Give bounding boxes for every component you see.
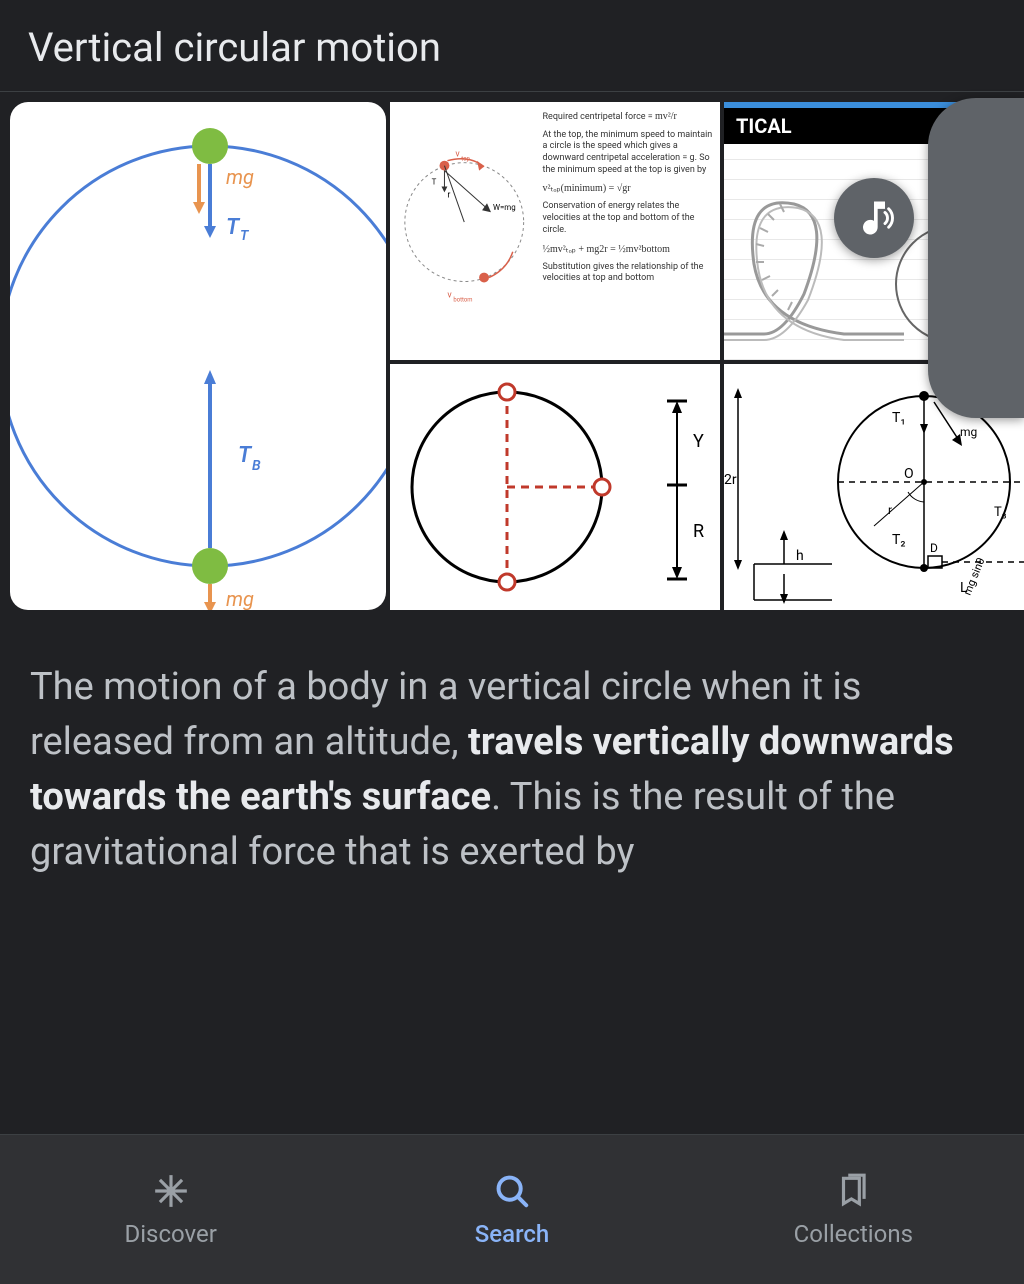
svg-text:T₃: T₃ [994,505,1007,520]
audio-search-button[interactable] [834,178,914,258]
svg-text:r: r [447,190,450,200]
svg-text:O: O [904,466,914,482]
label: TICAL [736,114,792,138]
svg-text:h: h [796,548,804,564]
nav-label: Search [475,1220,549,1248]
nav-collections[interactable]: Collections [683,1135,1024,1284]
equation: v²ₜₒₚ(minimum) = √gr [543,182,717,195]
svg-text:T: T [432,177,437,186]
sparkle-icon [152,1172,190,1210]
svg-text:v: v [447,290,452,300]
image-result[interactable]: Y R [390,364,720,610]
image-result[interactable]: mg T T T B mg [10,102,386,610]
svg-text:mg: mg [226,587,254,610]
text: Substitution gives the relationship of t… [543,262,717,285]
svg-text:2r: 2r [724,472,737,488]
image-results-grid: mg T T T B mg [0,92,1024,620]
bottom-nav: Discover Search Collections [0,1134,1024,1284]
text: At the top, the minimum speed to maintai… [543,130,717,177]
svg-text:mg: mg [960,425,977,439]
image-result[interactable]: vtop r T W=mg vbottom [390,102,720,360]
header: Vertical circular motion [0,0,1024,92]
svg-text:D: D [930,541,938,555]
svg-text:top: top [461,156,470,163]
svg-text:B: B [252,458,261,474]
svg-text:bottom: bottom [453,296,472,303]
svg-text:Y: Y [693,431,704,452]
page-title: Vertical circular motion [28,24,996,71]
collections-icon [834,1172,872,1210]
nav-search[interactable]: Search [341,1135,682,1284]
svg-text:v: v [455,150,460,160]
svg-text:T₂: T₂ [892,532,906,548]
svg-text:T: T [240,228,250,244]
svg-text:T: T [238,443,253,468]
music-note-icon [852,196,896,240]
svg-text:R: R [693,521,704,542]
nav-discover[interactable]: Discover [0,1135,341,1284]
search-icon [493,1172,531,1210]
nav-label: Discover [124,1220,216,1248]
result-description: The motion of a body in a vertical circl… [0,620,1024,880]
nav-label: Collections [794,1220,913,1248]
label-mg-top: mg [226,165,254,189]
text: Required centripetal force = [543,112,653,122]
svg-text:T: T [226,215,241,240]
scroll-handle[interactable] [928,98,1024,418]
svg-text:W=mg: W=mg [493,203,516,212]
svg-text:T₁: T₁ [892,410,906,426]
equation: ½mv²ₜₒₚ + mg2r = ½mv²bottom [543,243,717,256]
text: Conservation of energy relates the veloc… [543,201,717,236]
